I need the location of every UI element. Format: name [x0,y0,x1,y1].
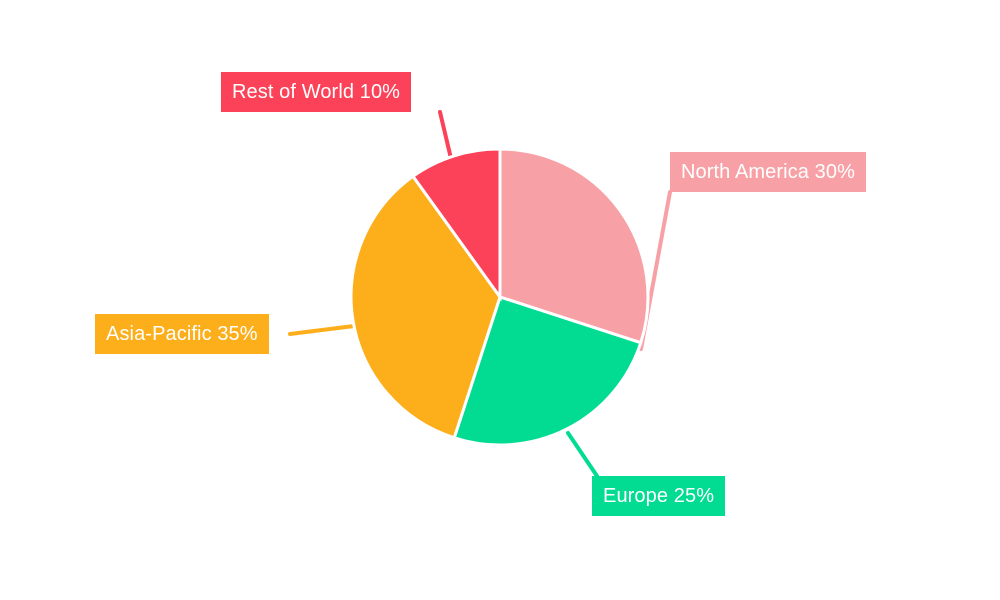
leader-line-europe [566,431,599,478]
slice-label-rest-of-world[interactable]: Rest of World 10% [221,72,412,112]
pie-wedges [349,147,650,447]
slice-label-europe-text: Europe 25% [603,485,715,507]
slice-label-rest-of-world-text: Rest of World 10% [232,81,401,103]
pie-slice-north-america[interactable] [498,147,650,345]
leader-line-asia-pacific [288,324,356,336]
pie-slice-rest-of-world[interactable] [410,147,502,302]
slice-label-europe[interactable]: Europe 25% [592,476,726,516]
slice-label-asia-pacific[interactable]: Asia-Pacific 35% [95,314,269,354]
slice-label-asia-pacific-text: Asia-Pacific 35% [106,323,258,345]
pie-slice-europe[interactable] [452,295,643,447]
slice-label-north-america[interactable]: North America 30% [670,152,866,192]
pie-slice-asia-pacific[interactable] [349,174,502,440]
slice-label-north-america-text: North America 30% [681,161,855,183]
